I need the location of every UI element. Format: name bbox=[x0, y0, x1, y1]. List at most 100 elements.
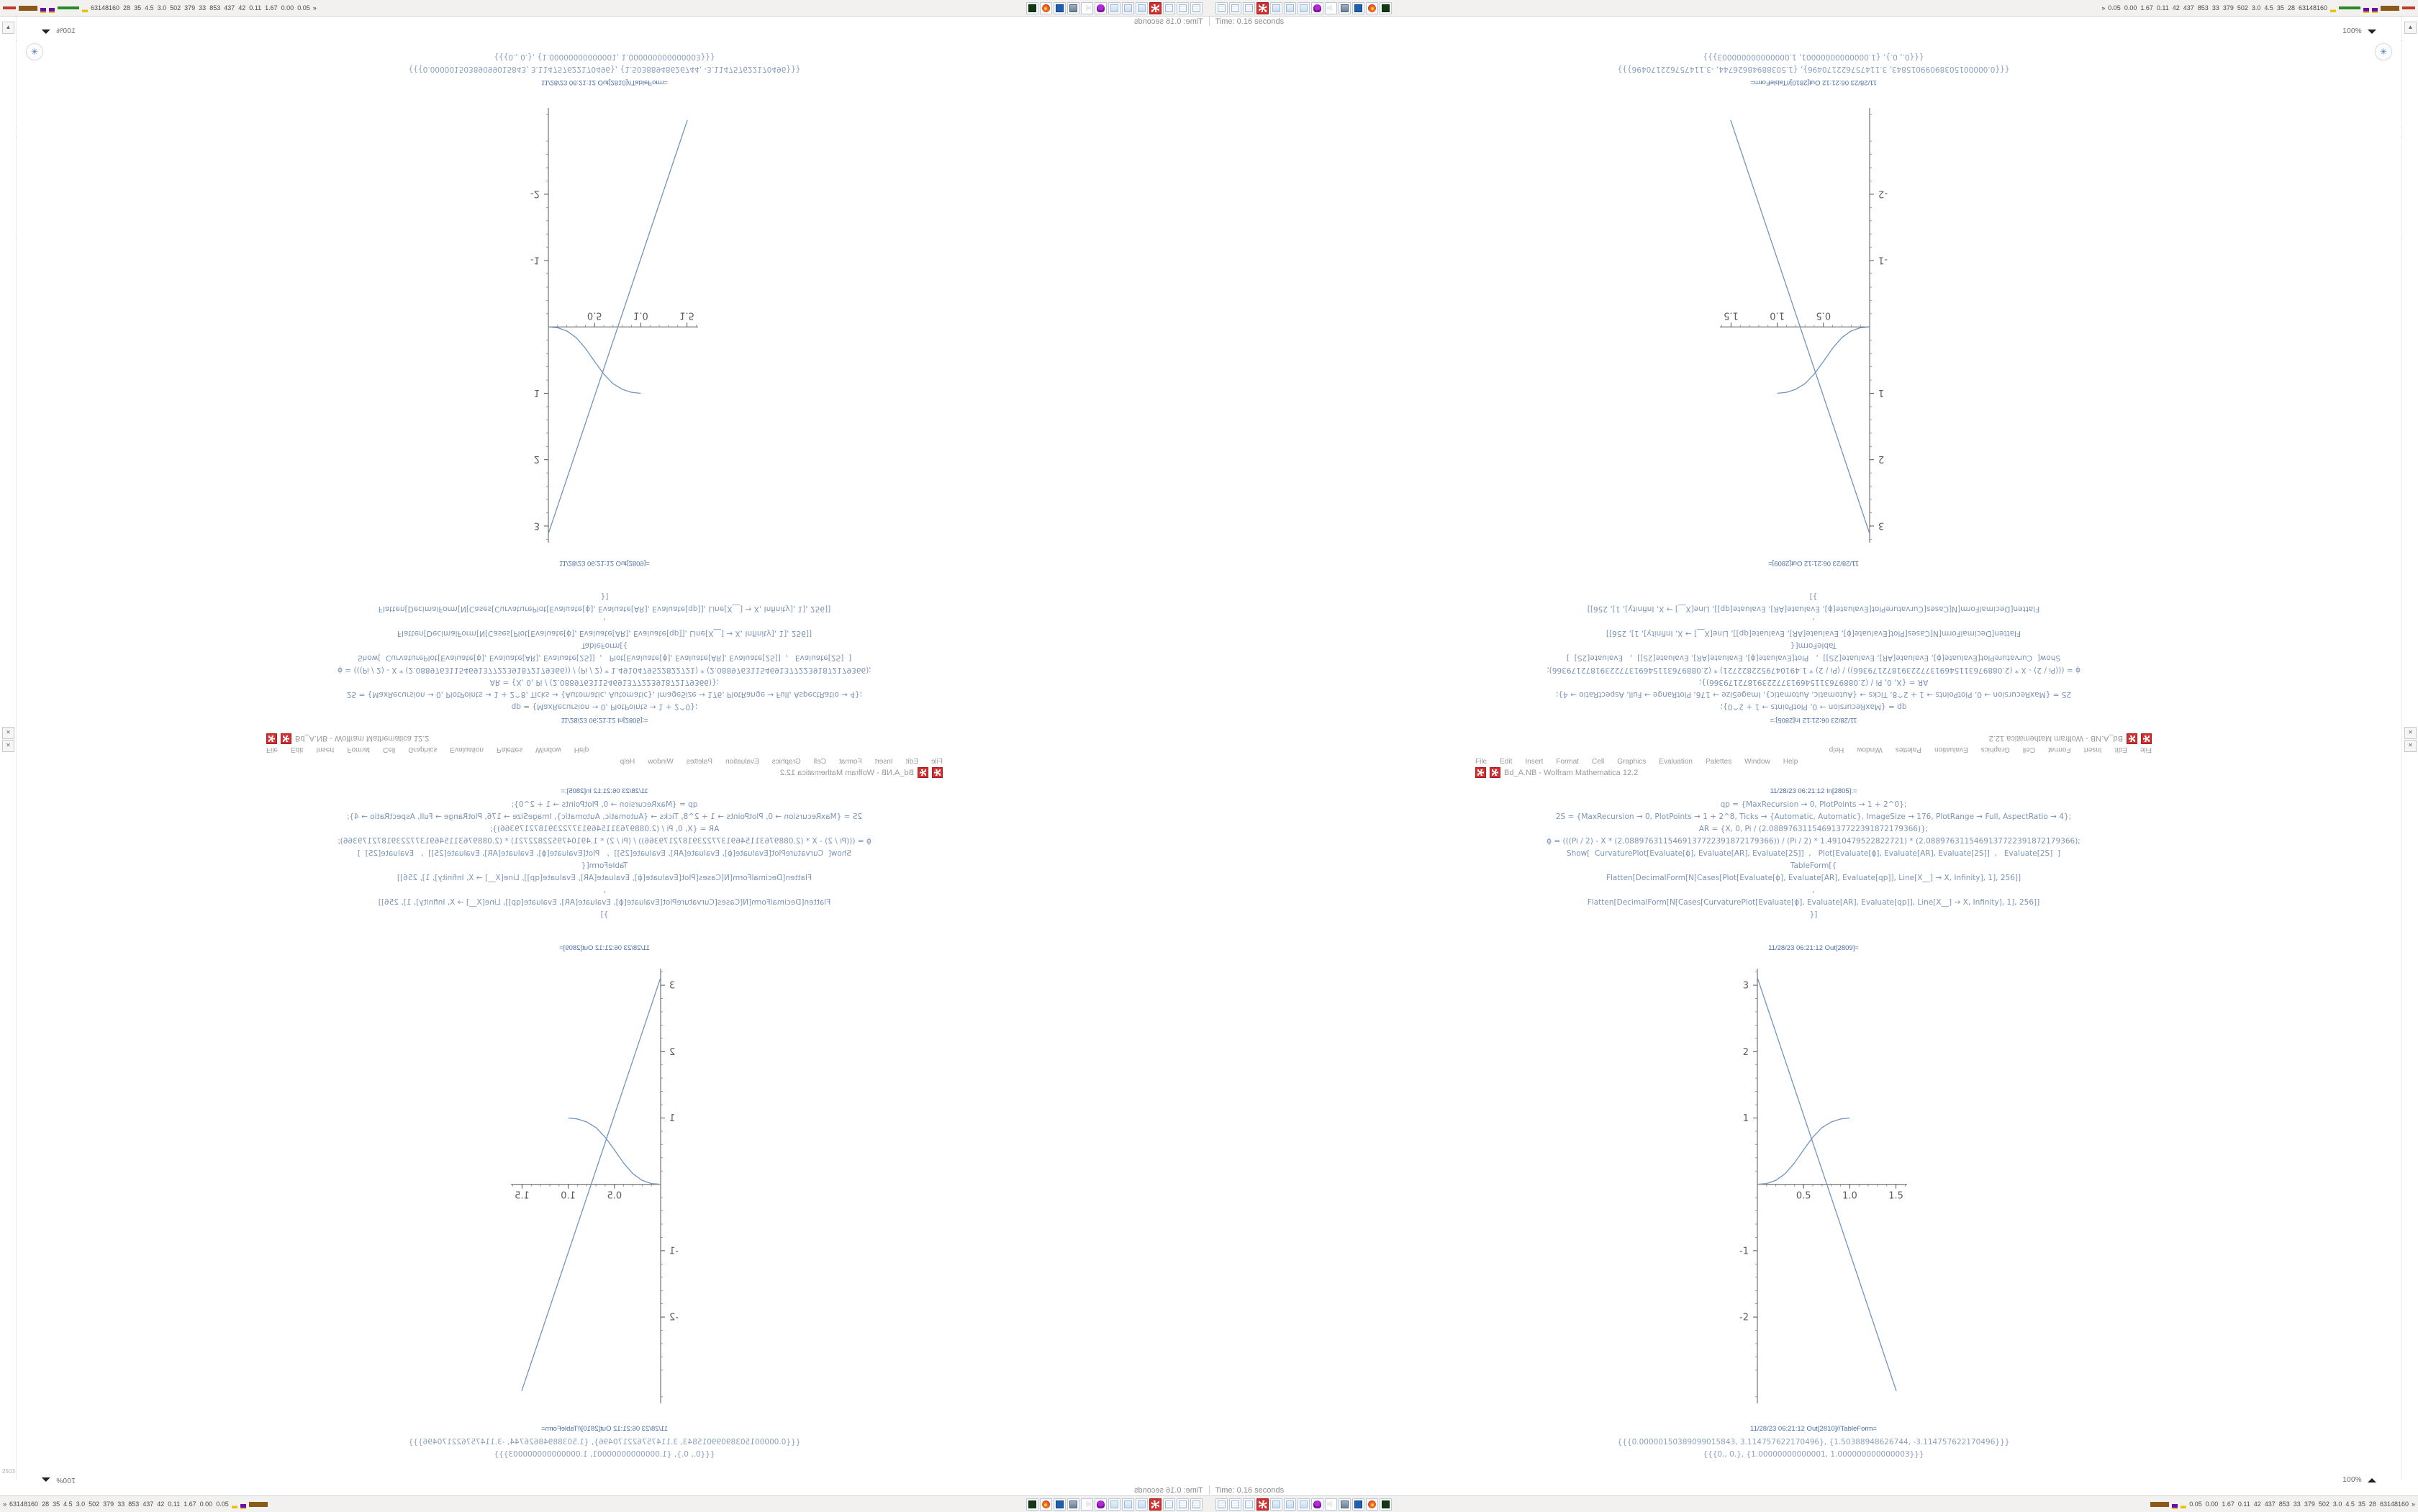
rail-close-button[interactable]: ✕ bbox=[2, 740, 14, 752]
document-icon[interactable] bbox=[1136, 1498, 1148, 1511]
curvature-plot-graphic[interactable]: 0.5 1.0 1.5 -2 -1 1 2 3 bbox=[482, 956, 727, 1416]
chevron-up-icon[interactable] bbox=[2368, 1477, 2376, 1482]
terminal-icon[interactable] bbox=[1380, 1498, 1392, 1511]
wolfram-app-icon[interactable] bbox=[1149, 1498, 1162, 1511]
curvature-plot-graphic[interactable]: 0.5 1.0 1.5 -2 -1 1 2 3 bbox=[482, 95, 727, 556]
notepad-icon[interactable] bbox=[1243, 1498, 1255, 1511]
save-icon[interactable] bbox=[1352, 1, 1364, 14]
monitor-icon[interactable] bbox=[1067, 1, 1079, 14]
menu-item-evaluation[interactable]: Evaluation bbox=[725, 757, 759, 766]
menu-item-palettes[interactable]: Palettes bbox=[1706, 757, 1732, 766]
monitor-icon[interactable] bbox=[1067, 1498, 1079, 1511]
chevron-down-icon[interactable] bbox=[2368, 29, 2376, 34]
menu-item-evaluation[interactable]: Evaluation bbox=[450, 746, 484, 754]
menu-item-cell[interactable]: Cell bbox=[383, 746, 396, 754]
menu-item-palettes[interactable]: Palettes bbox=[1895, 746, 1921, 754]
wolfram-app-icon[interactable] bbox=[1149, 1, 1162, 14]
wolfram-app-icon[interactable] bbox=[1256, 1498, 1269, 1511]
document-icon[interactable] bbox=[1136, 1, 1148, 14]
notepad-icon[interactable] bbox=[1243, 1, 1255, 14]
monitor-icon[interactable] bbox=[1339, 1, 1351, 14]
menu-item-help[interactable]: Help bbox=[620, 757, 635, 766]
chevron-up-icon[interactable] bbox=[42, 1477, 50, 1482]
document-icon[interactable] bbox=[1108, 1, 1120, 14]
menu-item-graphics[interactable]: Graphics bbox=[771, 757, 801, 766]
menu-item-insert[interactable]: Insert bbox=[1525, 757, 1544, 766]
firefox-icon[interactable] bbox=[1366, 1, 1378, 14]
firefox-icon[interactable] bbox=[1040, 1498, 1052, 1511]
menu-item-cell[interactable]: Cell bbox=[1592, 757, 1605, 766]
rail-close-button[interactable]: ✕ bbox=[2404, 740, 2417, 752]
rail-collapse-button[interactable]: ▲ bbox=[2, 22, 14, 34]
save-icon[interactable] bbox=[1054, 1498, 1066, 1511]
menu-item-file[interactable]: File bbox=[1475, 757, 1488, 766]
firefox-icon[interactable] bbox=[1040, 1, 1052, 14]
notepad-icon[interactable] bbox=[1163, 1, 1175, 14]
menu-item-cell[interactable]: Cell bbox=[2022, 746, 2035, 754]
firefox-icon[interactable] bbox=[1366, 1498, 1378, 1511]
notepad-icon[interactable] bbox=[1177, 1, 1189, 14]
speaker-icon[interactable] bbox=[1325, 1, 1337, 14]
menu-item-format[interactable]: Format bbox=[838, 757, 862, 766]
menu-item-help[interactable]: Help bbox=[1783, 757, 1798, 766]
ghost-app-icon[interactable] bbox=[1095, 1498, 1107, 1511]
terminal-icon[interactable] bbox=[1026, 1498, 1038, 1511]
menu-item-evaluation[interactable]: Evaluation bbox=[1659, 757, 1693, 766]
chevron-expand-icon[interactable]: » bbox=[312, 4, 317, 12]
menu-item-file[interactable]: File bbox=[930, 757, 943, 766]
document-icon[interactable] bbox=[1108, 1498, 1120, 1511]
ghost-app-icon[interactable] bbox=[1095, 1, 1107, 14]
chevron-expand-icon[interactable]: » bbox=[3, 1500, 7, 1508]
notepad-icon[interactable] bbox=[1215, 1498, 1228, 1511]
notepad-icon[interactable] bbox=[1229, 1498, 1241, 1511]
notepad-icon[interactable] bbox=[1190, 1, 1203, 14]
menu-item-window[interactable]: Window bbox=[648, 757, 674, 766]
zoom-control-mirrored-bottom[interactable]: 100% bbox=[42, 1476, 76, 1484]
rail-close-button[interactable]: ✕ bbox=[2, 727, 14, 739]
zoom-control-bottom[interactable]: 100% bbox=[2342, 1476, 2376, 1484]
chevron-expand-icon[interactable]: » bbox=[2411, 1500, 2415, 1508]
terminal-icon[interactable] bbox=[1026, 1, 1038, 14]
notepad-icon[interactable] bbox=[1190, 1498, 1203, 1511]
menu-item-edit[interactable]: Edit bbox=[1500, 757, 1513, 766]
menu-item-palettes[interactable]: Palettes bbox=[497, 746, 523, 754]
menu-item-edit[interactable]: Edit bbox=[2114, 746, 2127, 754]
notepad-icon[interactable] bbox=[1215, 1, 1228, 14]
document-icon[interactable] bbox=[1284, 1, 1296, 14]
document-icon[interactable] bbox=[1284, 1498, 1296, 1511]
monitor-icon[interactable] bbox=[1339, 1498, 1351, 1511]
menu-item-format[interactable]: Format bbox=[347, 746, 371, 754]
menu-item-window[interactable]: Window bbox=[1857, 746, 1883, 754]
ghost-app-icon[interactable] bbox=[1311, 1498, 1323, 1511]
menu-item-insert[interactable]: Insert bbox=[2083, 746, 2102, 754]
ghost-app-icon[interactable] bbox=[1311, 1, 1323, 14]
menu-item-graphics[interactable]: Graphics bbox=[1617, 757, 1647, 766]
menu-item-file[interactable]: File bbox=[266, 746, 279, 754]
notepad-icon[interactable] bbox=[1163, 1498, 1175, 1511]
menu-item-window[interactable]: Window bbox=[1744, 757, 1770, 766]
menu-item-insert[interactable]: Insert bbox=[316, 746, 335, 754]
menu-item-window[interactable]: Window bbox=[535, 746, 561, 754]
menu-item-palettes[interactable]: Palettes bbox=[686, 757, 712, 766]
save-icon[interactable] bbox=[1054, 1, 1066, 14]
menu-item-format[interactable]: Format bbox=[1556, 757, 1580, 766]
notepad-icon[interactable] bbox=[1177, 1498, 1189, 1511]
speaker-icon[interactable] bbox=[1325, 1498, 1337, 1511]
rail-close-button[interactable]: ✕ bbox=[2404, 727, 2417, 739]
menu-item-insert[interactable]: Insert bbox=[874, 757, 893, 766]
speaker-icon[interactable] bbox=[1081, 1498, 1093, 1511]
document-icon[interactable] bbox=[1122, 1498, 1134, 1511]
menu-item-evaluation[interactable]: Evaluation bbox=[1934, 746, 1968, 754]
document-icon[interactable] bbox=[1298, 1498, 1310, 1511]
wolfram-app-icon[interactable] bbox=[1256, 1, 1269, 14]
document-icon[interactable] bbox=[1122, 1, 1134, 14]
menu-item-file[interactable]: File bbox=[2139, 746, 2152, 754]
chevron-down-icon[interactable] bbox=[42, 29, 50, 34]
notepad-icon[interactable] bbox=[1229, 1, 1241, 14]
menu-item-graphics[interactable]: Graphics bbox=[408, 746, 438, 754]
curvature-plot-graphic[interactable]: 0.5 1.0 1.5 -2 -1 1 2 3 bbox=[1691, 95, 1936, 556]
speaker-icon[interactable] bbox=[1081, 1, 1093, 14]
document-icon[interactable] bbox=[1270, 1498, 1282, 1511]
save-icon[interactable] bbox=[1352, 1498, 1364, 1511]
document-icon[interactable] bbox=[1298, 1, 1310, 14]
